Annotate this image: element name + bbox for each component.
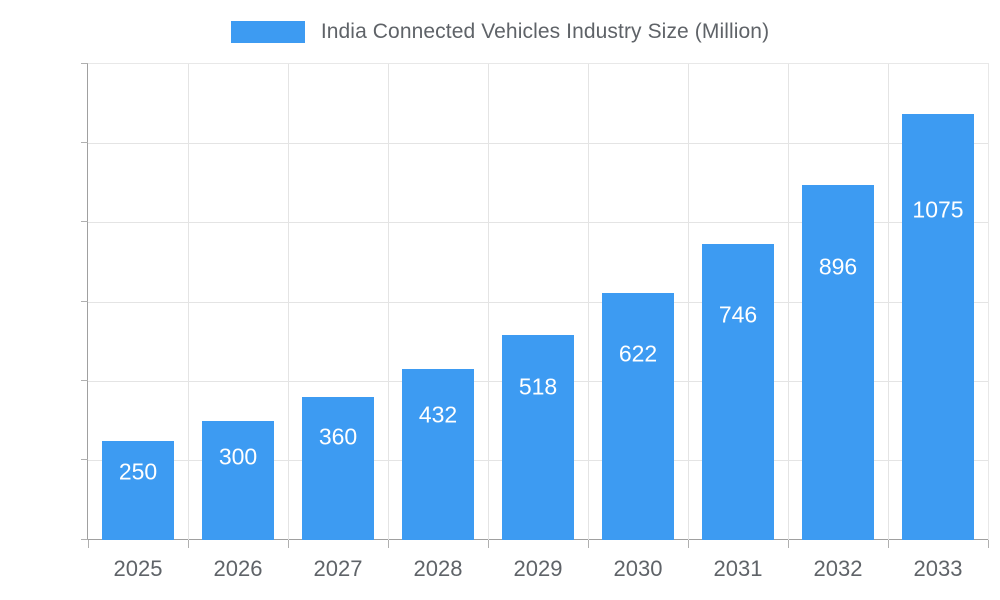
gridline-horizontal bbox=[88, 142, 988, 144]
y-tick-mark bbox=[81, 538, 88, 540]
x-tick-mark bbox=[687, 540, 689, 548]
gridline-vertical bbox=[787, 64, 789, 540]
gridline-vertical bbox=[687, 64, 689, 540]
y-tick-mark bbox=[81, 221, 88, 223]
x-tick-mark bbox=[787, 540, 789, 548]
y-tick-mark bbox=[81, 379, 88, 381]
bar-2026[interactable] bbox=[202, 421, 274, 540]
gridline-vertical bbox=[887, 64, 889, 540]
y-tick-mark bbox=[81, 62, 88, 64]
x-tick-label-2032: 2032 bbox=[813, 556, 863, 581]
bar-2031[interactable] bbox=[702, 244, 774, 540]
y-tick-mark bbox=[81, 300, 88, 302]
legend-color-swatch bbox=[230, 21, 305, 43]
x-tick-mark bbox=[387, 540, 389, 548]
gridline-horizontal bbox=[88, 222, 988, 224]
gridline-vertical bbox=[587, 64, 589, 540]
x-tick-mark bbox=[287, 540, 289, 548]
x-tick-label-2027: 2027 bbox=[313, 556, 363, 581]
bar-2028[interactable] bbox=[402, 368, 474, 540]
x-tick-mark bbox=[587, 540, 589, 548]
bar-2027[interactable] bbox=[302, 397, 374, 540]
gridline-vertical bbox=[187, 64, 189, 540]
x-tick-mark bbox=[987, 540, 989, 548]
y-tick-mark bbox=[81, 141, 88, 143]
chart-legend: India Connected Vehicles Industry Size (… bbox=[0, 14, 1000, 50]
gridline-horizontal bbox=[88, 301, 988, 303]
bar-2032[interactable] bbox=[802, 184, 874, 540]
legend-series-label: India Connected Vehicles Industry Size (… bbox=[320, 20, 770, 43]
gridline-vertical bbox=[387, 64, 389, 540]
x-tick-mark bbox=[87, 540, 89, 548]
gridline-vertical bbox=[287, 64, 289, 540]
x-tick-label-2029: 2029 bbox=[513, 556, 563, 581]
x-tick-label-2025: 2025 bbox=[113, 556, 163, 581]
bar-2030[interactable] bbox=[602, 293, 674, 540]
y-axis-spine bbox=[87, 63, 88, 540]
x-tick-label-2026: 2026 bbox=[213, 556, 263, 581]
x-tick-label-2031: 2031 bbox=[713, 556, 763, 581]
bar-2033[interactable] bbox=[902, 113, 974, 540]
plot-area: 250 300 360 432 518 622 746 896 1075 bbox=[88, 63, 989, 540]
bar-2025[interactable] bbox=[102, 440, 174, 540]
x-tick-mark bbox=[187, 540, 189, 548]
x-tick-label-2030: 2030 bbox=[613, 556, 663, 581]
x-tick-mark bbox=[887, 540, 889, 548]
x-tick-label-2028: 2028 bbox=[413, 556, 463, 581]
gridline-vertical bbox=[487, 64, 489, 540]
bar-2029[interactable] bbox=[502, 334, 574, 540]
x-tick-mark bbox=[487, 540, 489, 548]
x-tick-label-2033: 2033 bbox=[913, 556, 963, 581]
y-tick-mark bbox=[81, 459, 88, 461]
